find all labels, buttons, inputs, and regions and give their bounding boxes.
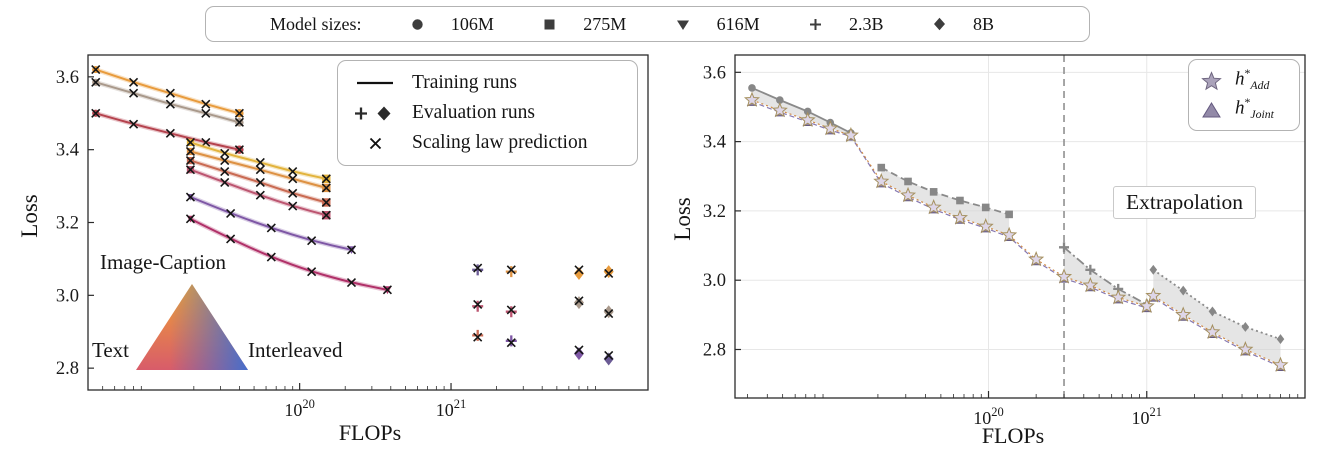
svg-text:3.4: 3.4 <box>56 141 79 161</box>
legend-item-2-3b: 2.3B <box>809 14 884 35</box>
diamond-marker-icon <box>933 17 945 31</box>
svg-text:1021: 1021 <box>436 397 467 420</box>
plus-diamond-markers-icon <box>338 105 412 122</box>
legend-row-training-runs: Training runs <box>338 68 637 98</box>
svg-text:2.8: 2.8 <box>703 340 726 360</box>
svg-text:3.6: 3.6 <box>56 68 79 88</box>
mixture-label-text: Text <box>92 338 130 362</box>
legend-item-label: 2.3B <box>849 13 884 34</box>
svg-text:3.4: 3.4 <box>703 133 726 153</box>
legend-item-label: 275M <box>583 13 627 34</box>
svg-text:3.0: 3.0 <box>703 271 726 291</box>
extrapolation-label: Extrapolation <box>1113 186 1257 219</box>
left-y-axis-label: Loss <box>17 194 42 238</box>
x-marker-icon <box>338 135 412 152</box>
legend-item-106m: 106M <box>411 14 494 35</box>
triangle-up-marker-icon <box>1202 101 1221 117</box>
left-chart-legend: Training runs Evaluation runs Scaling la… <box>337 60 638 166</box>
model-sizes-legend-title: Model sizes: <box>270 13 362 34</box>
mixture-label-image-caption: Image-Caption <box>100 250 226 274</box>
svg-text:1020: 1020 <box>284 397 315 420</box>
legend-row-h-joint: h*Joint <box>1189 95 1299 124</box>
legend-row-h-add: h*Add <box>1189 66 1299 95</box>
circle-marker-icon <box>412 18 423 30</box>
square-marker-icon <box>544 19 555 29</box>
legend-label: Training runs <box>412 72 517 93</box>
legend-item-275m: 275M <box>543 14 626 35</box>
legend-label: Scaling law prediction <box>412 132 588 153</box>
triangle-down-marker-icon <box>676 20 689 30</box>
legend-label-h-joint: h*Joint <box>1235 96 1274 122</box>
legend-item-616m: 616M <box>676 14 760 35</box>
left-chart: 2.8 3.0 3.2 3.4 3.6 1020 1021 <box>56 54 649 420</box>
plus-marker-icon <box>810 18 822 30</box>
right-y-axis-label: Loss <box>670 197 695 241</box>
svg-text:3.6: 3.6 <box>703 63 726 83</box>
svg-text:3.0: 3.0 <box>56 286 79 306</box>
svg-text:1021: 1021 <box>1132 405 1163 428</box>
legend-item-label: 8B <box>972 13 994 34</box>
left-x-axis-label: FLOPs <box>338 420 402 445</box>
legend-item-label: 106M <box>450 13 494 34</box>
line-sample-icon <box>338 76 412 90</box>
legend-row-evaluation-runs: Evaluation runs <box>338 98 637 128</box>
legend-item-8b: 8B <box>933 14 994 35</box>
mixture-triangle-icon <box>136 284 248 370</box>
mixture-label-interleaved: Interleaved <box>248 338 343 362</box>
svg-text:3.2: 3.2 <box>703 202 726 222</box>
right-x-axis-label: FLOPs <box>981 423 1045 448</box>
svg-text:2.8: 2.8 <box>56 359 79 379</box>
legend-label: Evaluation runs <box>412 102 535 123</box>
legend-row-scaling-law-prediction: Scaling law prediction <box>338 128 637 158</box>
svg-text:3.2: 3.2 <box>56 214 79 234</box>
star-marker-icon <box>1201 70 1222 90</box>
legend-label-h-add: h*Add <box>1235 67 1270 93</box>
right-chart-legend: h*Add h*Joint <box>1188 59 1300 131</box>
model-sizes-legend: Model sizes: 106M 275M 616M 2.3B 8B <box>205 6 1090 42</box>
legend-item-label: 616M <box>716 13 760 34</box>
